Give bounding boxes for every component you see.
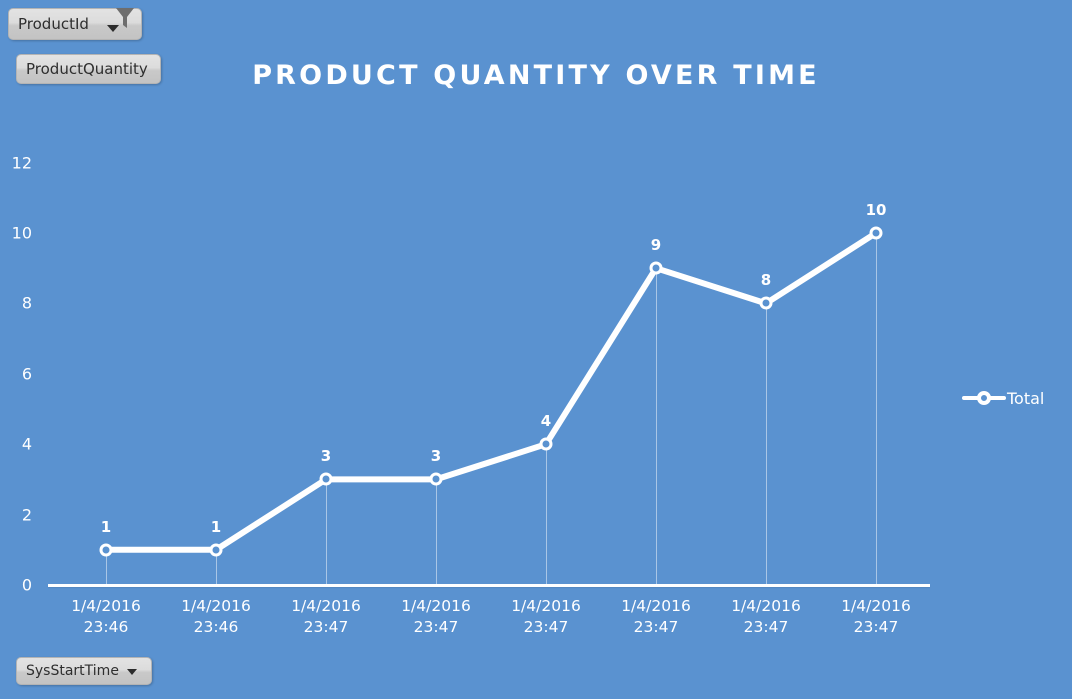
drop-line	[766, 303, 767, 585]
data-point-marker[interactable]	[209, 543, 223, 557]
data-point-label: 8	[760, 271, 772, 290]
product-id-field-button[interactable]: ProductId	[8, 8, 142, 40]
chevron-down-icon[interactable]	[107, 25, 119, 32]
x-axis-tick-label: 1/4/2016 23:46	[181, 597, 251, 637]
drop-line	[326, 479, 327, 585]
drop-line	[546, 444, 547, 585]
data-point-label: 4	[540, 412, 552, 431]
chart-title: PRODUCT QUANTITY OVER TIME	[252, 60, 820, 91]
data-point-marker[interactable]	[759, 296, 773, 310]
data-point-label: 1	[210, 517, 222, 536]
legend[interactable]: Total	[962, 388, 1044, 408]
x-axis-tick-label: 1/4/2016 23:47	[511, 597, 581, 637]
x-axis-line	[48, 584, 930, 587]
funnel-icon[interactable]	[114, 7, 136, 31]
data-point-marker[interactable]	[649, 261, 663, 275]
product-id-label: ProductId	[18, 14, 89, 33]
data-point-label: 3	[430, 447, 442, 466]
data-point-marker[interactable]	[429, 472, 443, 486]
drop-line	[876, 233, 877, 585]
legend-label-total: Total	[1007, 388, 1045, 408]
sys-start-time-label: SysStartTime	[26, 663, 119, 679]
data-point-label: 1	[100, 517, 112, 536]
y-axis-tick-12: 12	[11, 153, 32, 173]
data-point-marker[interactable]	[319, 472, 333, 486]
data-point-label: 10	[865, 201, 887, 219]
y-axis-tick-2: 2	[21, 505, 32, 525]
data-point-label: 3	[320, 447, 332, 466]
y-axis-tick-10: 10	[11, 223, 32, 243]
y-axis-tick-6: 6	[21, 364, 32, 384]
product-quantity-label: ProductQuantity	[26, 59, 148, 78]
x-axis-tick-label: 1/4/2016 23:47	[401, 597, 471, 637]
x-axis-tick-label: 1/4/2016 23:47	[841, 597, 911, 637]
data-point-label: 9	[650, 236, 662, 255]
x-axis-tick-label: 1/4/2016 23:46	[71, 597, 141, 637]
drop-line	[216, 549, 217, 585]
data-point-marker[interactable]	[869, 226, 883, 240]
x-axis-tick-label: 1/4/2016 23:47	[291, 597, 361, 637]
drop-line	[106, 549, 107, 585]
y-axis-tick-0: 0	[21, 575, 32, 595]
data-point-marker[interactable]	[99, 543, 113, 557]
legend-marker-total	[962, 391, 1006, 405]
drop-line	[656, 268, 657, 585]
drop-line	[436, 479, 437, 585]
chevron-down-icon[interactable]	[127, 669, 137, 675]
sys-start-time-field-button[interactable]: SysStartTime	[16, 657, 152, 685]
product-quantity-field-button[interactable]: ProductQuantity	[16, 54, 161, 84]
x-axis-tick-label: 1/4/2016 23:47	[731, 597, 801, 637]
data-point-marker[interactable]	[539, 437, 553, 451]
x-axis-tick-label: 1/4/2016 23:47	[621, 597, 691, 637]
y-axis-tick-4: 4	[21, 434, 32, 454]
y-axis-tick-8: 8	[21, 293, 32, 313]
